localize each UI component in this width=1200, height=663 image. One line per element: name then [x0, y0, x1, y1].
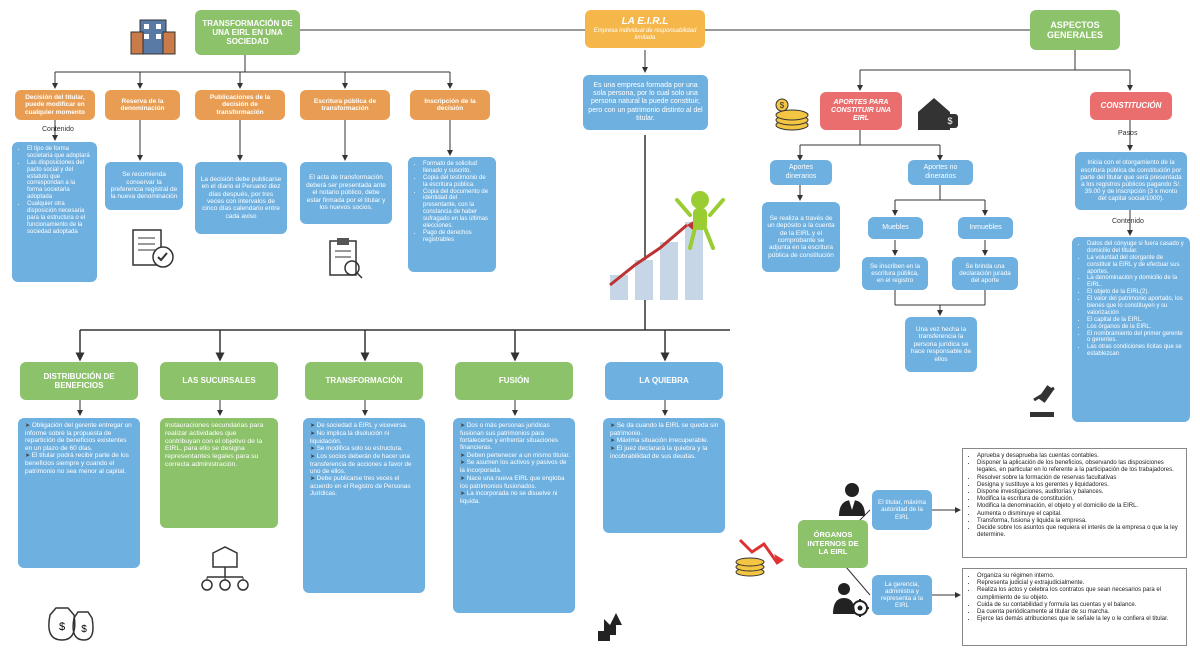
muebles-detail: Se inscriben en la escritura pública, en…	[862, 257, 928, 290]
decision-title: Decisión del titular, puede modificar en…	[15, 90, 95, 120]
inmuebles-title: Inmuebles	[958, 217, 1013, 239]
escritura-title: Escritura pública de transformación	[300, 90, 390, 120]
svg-text:$: $	[59, 621, 65, 633]
gerencia-title: La gerencia, administra y representa a l…	[872, 575, 932, 615]
inscripcion-title: Inscripción de la decisión	[410, 90, 490, 120]
pasos-detail: Inicia con el otorgamiento de la escritu…	[1075, 152, 1187, 210]
root-subtitle: Empresa individual de responsabilidad li…	[590, 28, 700, 42]
aspects-title: ASPECTOS GENERALES	[1030, 10, 1120, 50]
organos-title: ÓRGANOS INTERNOS DE LA EIRL	[798, 520, 868, 568]
distribucion-title: DISTRIBUCIÓN DE BENEFICIOS	[20, 362, 138, 400]
growth-chart-icon	[595, 170, 740, 317]
transformacion-title: TRANSFORMACIÓN	[305, 362, 423, 400]
transform-title: TRANSFORMACIÓN DE UNA EIRL EN UNA SOCIED…	[195, 10, 300, 55]
dinerarios-title: Aportes dinerarios	[770, 160, 832, 185]
branches-icon	[195, 545, 255, 597]
fusion-title: FUSIÓN	[455, 362, 573, 400]
inmuebles-detail: Se brinda una declaración jurada del apo…	[952, 257, 1018, 290]
quiebra-detail: Se da cuando la EIRL se queda sin patrim…	[603, 418, 725, 533]
svg-text:$: $	[81, 624, 87, 635]
reserva-detail: Se recomienda conservar la preferencia r…	[105, 162, 183, 210]
gerencia-items: Organiza su régimen interno.Representa j…	[962, 568, 1187, 646]
decline-coins-icon	[732, 530, 787, 587]
pasos-label: Pasos	[1118, 130, 1137, 137]
house-money-icon: $	[912, 92, 960, 136]
reserva-title: Reserva de la denominación	[105, 90, 180, 120]
titular-items: Aprueba y desaprueba las cuentas contabl…	[962, 448, 1187, 558]
manager-icon	[835, 480, 869, 520]
escritura-detail: El acta de transformación deberá ser pre…	[300, 162, 392, 224]
svg-text:$: $	[947, 116, 952, 126]
muebles-title: Muebles	[868, 217, 923, 239]
inscripcion-detail: Formato de solicitud llenado y suscrito.…	[408, 157, 496, 272]
merge-arrow-icon	[590, 605, 632, 649]
publicaciones-title: Publicaciones de la decisión de transfor…	[195, 90, 285, 120]
aportes-title: APORTES PARA CONSTITUIR UNA EIRL	[820, 92, 902, 130]
decision-detail: El tipo de forma societaria que adoptará…	[12, 142, 97, 282]
constitucion-items: Datos del cónyuge si fuera casado y domi…	[1072, 237, 1190, 422]
document-check-icon	[128, 225, 178, 272]
root-title-text: LA E.I.R.L	[622, 16, 669, 28]
root-title: LA E.I.R.L Empresa individual de respons…	[585, 10, 705, 48]
gavel-icon	[1024, 380, 1066, 424]
publicaciones-detail: La decisión debe publicarse en el diario…	[195, 162, 287, 234]
nodinerarios-title: Aportes no dinerarios	[908, 160, 973, 185]
titular-title: El titular, máxima autoridad de la EIRL	[872, 490, 932, 530]
manager-gear-icon	[830, 580, 870, 620]
money-bags-icon: $$	[40, 600, 95, 647]
building-icon	[128, 12, 178, 59]
fusion-detail: Dos o más personas jurídicas fusionan su…	[453, 418, 575, 613]
nodinerarios-final: Una vez hecha la transferencia la person…	[905, 317, 977, 372]
svg-text:$: $	[780, 101, 785, 110]
constitucion-title: CONSTITUCIÓN	[1090, 92, 1172, 120]
quiebra-title: LA QUIEBRA	[605, 362, 723, 400]
distribucion-detail: Obligación del gerente entregar un infor…	[18, 418, 140, 568]
decision-label: Contenido	[42, 126, 74, 133]
contenido-label: Contenido	[1112, 218, 1144, 225]
coins-icon: $	[770, 95, 812, 139]
sucursales-title: LAS SUCURSALES	[160, 362, 278, 400]
root-definition: Es una empresa formada por una sola pers…	[583, 75, 708, 130]
sucursales-detail: Instauraciones secundarias para realizar…	[160, 418, 278, 528]
clipboard-icon	[322, 235, 367, 282]
transformacion-detail: De sociedad a EIRL y viceversa.No implic…	[303, 418, 425, 593]
dinerarios-detail: Se realiza a través de un depósito a la …	[762, 202, 840, 272]
